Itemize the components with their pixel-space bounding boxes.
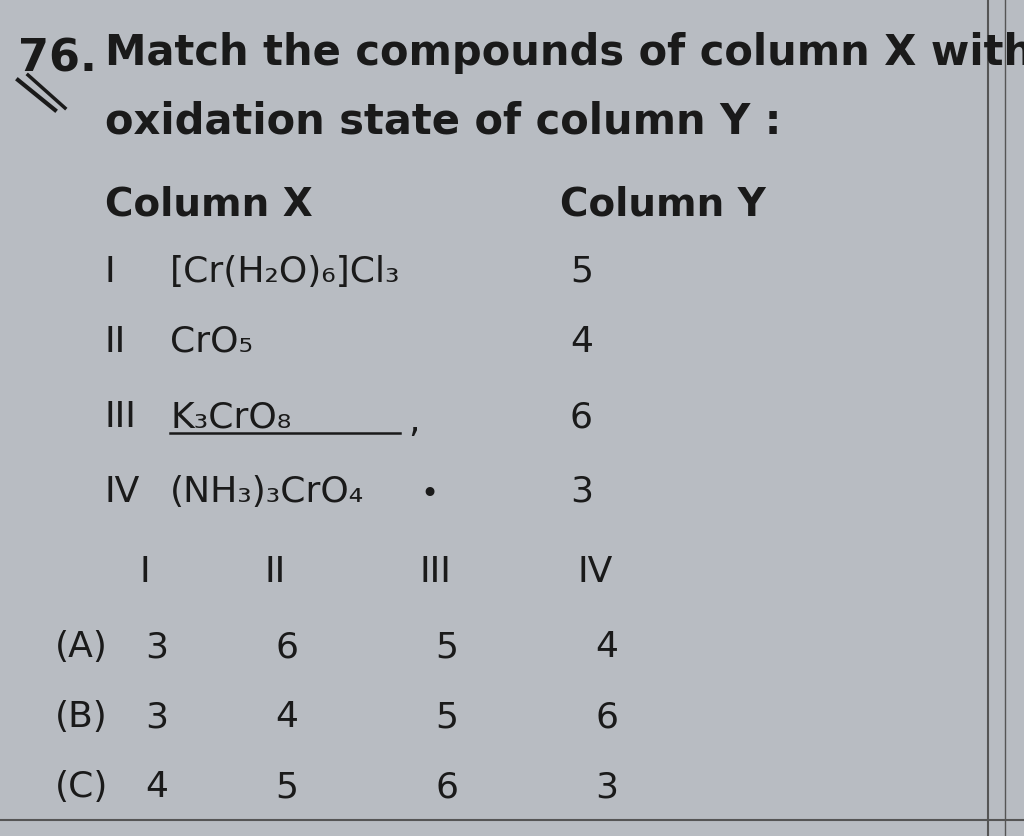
Text: III: III [105, 400, 137, 434]
Text: 6: 6 [275, 630, 298, 664]
Text: oxidation state of column Y :: oxidation state of column Y : [105, 100, 781, 142]
Text: Column Y: Column Y [560, 185, 766, 223]
Text: (C): (C) [55, 770, 109, 804]
Text: II: II [264, 555, 286, 589]
Text: 5: 5 [275, 770, 298, 804]
Text: ,: , [408, 405, 420, 439]
Text: 4: 4 [275, 700, 298, 734]
Text: (B): (B) [55, 700, 108, 734]
Text: Match the compounds of column X with: Match the compounds of column X with [105, 32, 1024, 74]
Text: I: I [105, 255, 116, 289]
Text: K₃CrO₈: K₃CrO₈ [170, 400, 291, 434]
Text: II: II [105, 325, 126, 359]
Text: Column X: Column X [105, 185, 312, 223]
Text: 76.: 76. [18, 38, 97, 81]
Text: IV: IV [105, 475, 140, 509]
Text: 3: 3 [145, 700, 168, 734]
Text: (NH₃)₃CrO₄: (NH₃)₃CrO₄ [170, 475, 365, 509]
Text: 6: 6 [570, 400, 593, 434]
Text: 5: 5 [435, 630, 458, 664]
Text: •: • [420, 480, 438, 509]
Text: 3: 3 [570, 475, 593, 509]
Text: IV: IV [578, 555, 612, 589]
Text: 3: 3 [145, 630, 168, 664]
Text: 4: 4 [145, 770, 168, 804]
Text: 3: 3 [595, 770, 618, 804]
Text: CrO₅: CrO₅ [170, 325, 253, 359]
Text: (A): (A) [55, 630, 108, 664]
Text: [Cr(H₂O)₆]Cl₃: [Cr(H₂O)₆]Cl₃ [170, 255, 400, 289]
Text: 6: 6 [435, 770, 458, 804]
Text: 5: 5 [435, 700, 458, 734]
Text: 6: 6 [595, 700, 618, 734]
Text: III: III [419, 555, 451, 589]
Text: 5: 5 [570, 255, 593, 289]
Text: I: I [139, 555, 151, 589]
Text: 4: 4 [595, 630, 618, 664]
Text: 4: 4 [570, 325, 593, 359]
